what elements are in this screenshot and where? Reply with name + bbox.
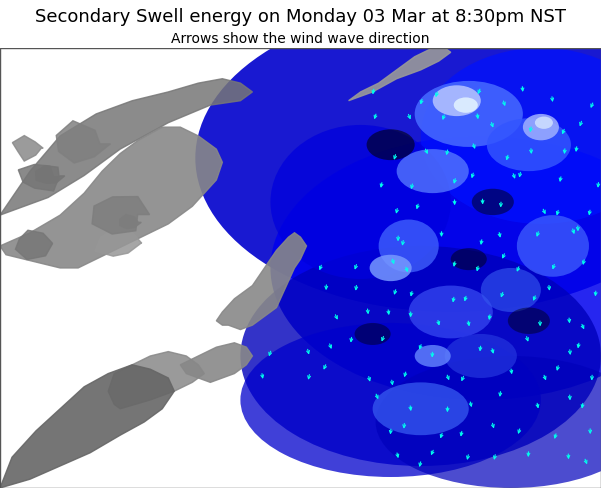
Ellipse shape <box>270 137 601 400</box>
Ellipse shape <box>195 5 601 312</box>
Ellipse shape <box>451 248 487 270</box>
Ellipse shape <box>415 81 523 147</box>
Polygon shape <box>180 343 252 383</box>
Polygon shape <box>18 165 59 192</box>
Ellipse shape <box>373 383 469 435</box>
Ellipse shape <box>481 268 541 312</box>
Polygon shape <box>0 80 252 216</box>
Ellipse shape <box>433 86 481 117</box>
Ellipse shape <box>376 356 601 488</box>
Polygon shape <box>13 136 43 162</box>
Text: Arrows show the wind wave direction: Arrows show the wind wave direction <box>171 32 430 46</box>
Polygon shape <box>349 49 451 102</box>
Ellipse shape <box>508 308 550 334</box>
Ellipse shape <box>487 119 571 172</box>
Polygon shape <box>0 128 222 268</box>
Polygon shape <box>108 352 204 409</box>
Ellipse shape <box>370 255 412 282</box>
Ellipse shape <box>240 324 541 477</box>
Text: Secondary Swell energy on Monday 03 Mar at 8:30pm NST: Secondary Swell energy on Monday 03 Mar … <box>35 8 566 26</box>
Ellipse shape <box>421 49 601 224</box>
Ellipse shape <box>379 220 439 273</box>
Ellipse shape <box>535 117 553 130</box>
Polygon shape <box>120 215 141 229</box>
Ellipse shape <box>355 324 391 346</box>
Polygon shape <box>95 230 142 257</box>
Ellipse shape <box>415 346 451 367</box>
Ellipse shape <box>270 125 451 279</box>
Ellipse shape <box>409 286 493 339</box>
Ellipse shape <box>445 334 517 378</box>
Ellipse shape <box>240 246 601 466</box>
Ellipse shape <box>454 98 478 114</box>
Ellipse shape <box>397 150 469 194</box>
Polygon shape <box>92 197 150 235</box>
Ellipse shape <box>472 189 514 216</box>
Polygon shape <box>16 231 53 260</box>
Ellipse shape <box>517 216 589 277</box>
Polygon shape <box>0 365 174 488</box>
Polygon shape <box>56 122 111 163</box>
Ellipse shape <box>523 115 559 141</box>
Polygon shape <box>35 166 65 184</box>
Polygon shape <box>216 233 307 330</box>
Ellipse shape <box>367 130 415 161</box>
